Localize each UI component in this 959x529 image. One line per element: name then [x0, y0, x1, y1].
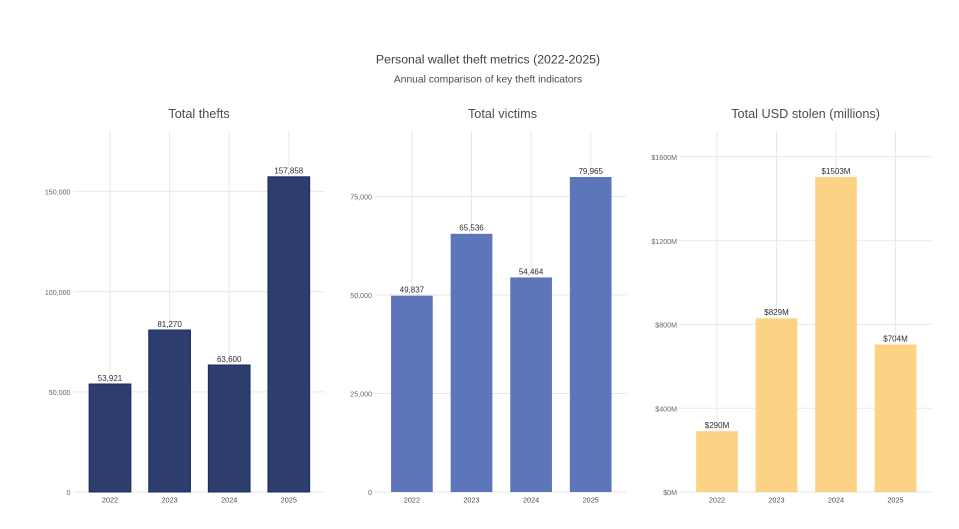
svg-text:$1503M: $1503M	[822, 167, 851, 176]
svg-text:2025: 2025	[583, 495, 599, 504]
svg-text:$829M: $829M	[764, 308, 789, 317]
svg-text:81,270: 81,270	[157, 320, 182, 329]
svg-text:100,000: 100,000	[45, 289, 71, 297]
svg-text:157,858: 157,858	[274, 167, 303, 176]
svg-text:49,837: 49,837	[400, 286, 425, 295]
svg-text:2025: 2025	[281, 495, 297, 504]
svg-text:50,000: 50,000	[49, 389, 71, 397]
svg-text:2023: 2023	[161, 495, 177, 504]
svg-text:2025: 2025	[887, 495, 903, 504]
svg-text:2022: 2022	[102, 495, 118, 504]
svg-text:$290M: $290M	[705, 421, 730, 430]
svg-text:54,464: 54,464	[519, 267, 544, 276]
svg-text:Annual comparison of key theft: Annual comparison of key theft indicator…	[394, 75, 582, 86]
svg-text:0: 0	[368, 489, 372, 497]
svg-text:50,000: 50,000	[350, 292, 372, 300]
svg-text:65,536: 65,536	[459, 224, 484, 233]
svg-text:$1600M: $1600M	[651, 154, 677, 162]
svg-text:53,921: 53,921	[98, 374, 123, 383]
svg-text:150,000: 150,000	[45, 189, 71, 197]
svg-text:Personal wallet theft metrics: Personal wallet theft metrics (2022-2025…	[376, 53, 600, 67]
svg-text:2023: 2023	[768, 495, 784, 504]
svg-text:2022: 2022	[709, 495, 725, 504]
svg-text:79,965: 79,965	[578, 167, 603, 176]
svg-text:2024: 2024	[523, 495, 539, 504]
svg-text:2022: 2022	[404, 495, 420, 504]
svg-text:2024: 2024	[828, 495, 844, 504]
svg-text:$704M: $704M	[883, 334, 908, 343]
svg-text:25,000: 25,000	[350, 391, 372, 399]
svg-text:2023: 2023	[463, 495, 479, 504]
svg-text:2024: 2024	[221, 495, 237, 504]
svg-text:Total thefts: Total thefts	[168, 107, 229, 121]
svg-text:63,600: 63,600	[217, 355, 242, 364]
svg-text:$1200M: $1200M	[651, 238, 677, 246]
svg-text:Total USD stolen (millions): Total USD stolen (millions)	[731, 107, 880, 121]
svg-text:0: 0	[67, 489, 71, 497]
svg-text:$400M: $400M	[655, 405, 677, 413]
svg-text:$800M: $800M	[655, 322, 677, 330]
svg-text:75,000: 75,000	[350, 194, 372, 202]
svg-text:Total victims: Total victims	[468, 107, 537, 121]
svg-text:$0M: $0M	[663, 489, 677, 497]
